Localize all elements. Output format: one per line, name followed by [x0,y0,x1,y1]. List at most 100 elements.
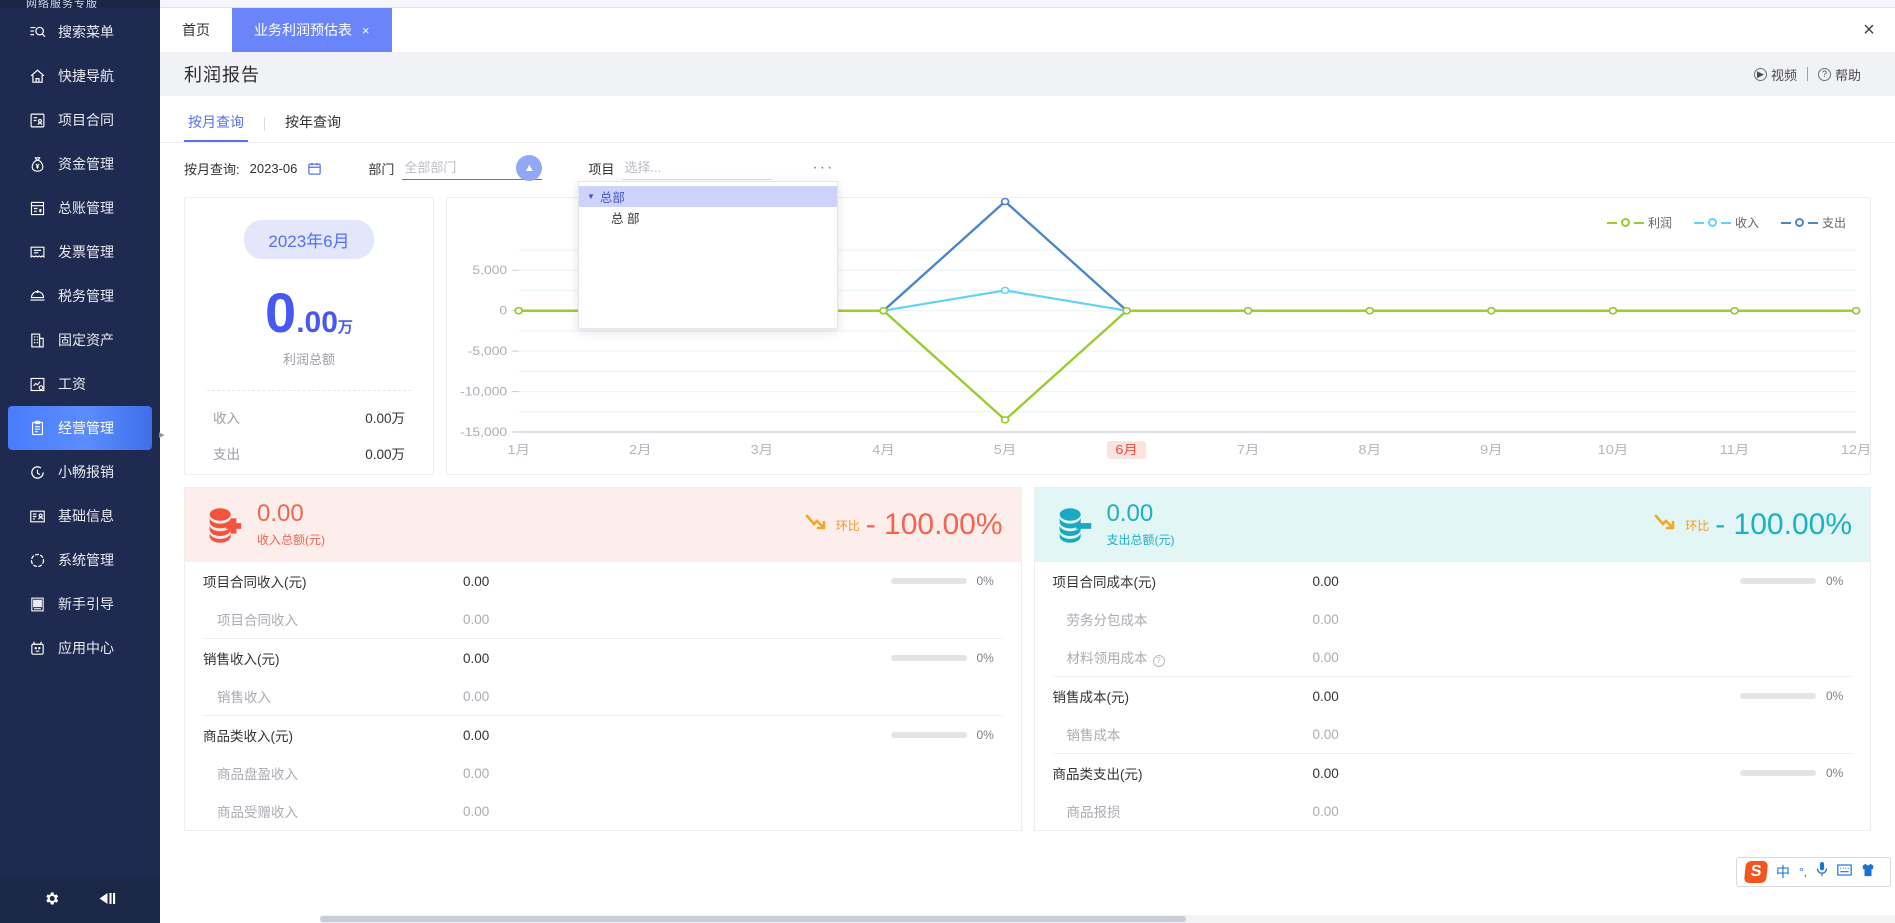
row-value: 0.00 [1312,573,1339,589]
gear-icon[interactable] [43,890,60,912]
scrollbar-thumb[interactable] [320,916,1187,922]
contract-icon [28,111,46,129]
sidebar-item-7[interactable]: 税务管理 [8,274,152,318]
expense-compare-value: - 100.00% [1715,508,1852,541]
revenue-compare: 环比 - 100.00% [804,508,1003,542]
summary-expense-value: 0.00万 [365,447,405,462]
month-filter-value[interactable]: 2023-06 [249,160,298,176]
ime-punct-icon[interactable]: °, [1799,865,1808,879]
filter-bar: 按月查询: 2023-06 部门 ▲ 项目 ··· [160,143,1895,329]
page-header: 利润报告 ▶ 视频 ? 帮助 [160,52,1895,96]
tab-2[interactable]: 业务利润预估表 × [232,8,392,52]
profit-total-label: 利润总额 [282,352,335,367]
window-close-button[interactable]: × [1843,8,1895,52]
query-tabs-underline [160,142,1895,143]
table-row[interactable]: 商品类支出(元) 0.00 0% [1035,754,1871,792]
svg-text:7月: 7月 [1237,443,1259,457]
row-value: 0.00 [463,688,490,704]
help-button[interactable]: ? 帮助 [1808,65,1871,84]
query-tabs: 按月查询 按年查询 [160,96,1895,142]
department-input[interactable] [402,156,543,180]
sidebar-item-9[interactable]: 工资 [8,362,152,406]
progress-bar [890,655,967,661]
row-name: 商品类收入(元) [203,729,293,744]
main-area: 首页 业务利润预估表 × × 利润报告 ▶ 视频 ? 帮助 按月查询 [160,0,1895,923]
table-row[interactable]: 销售成本 0.00 [1035,715,1871,753]
table-row[interactable]: 销售成本(元) 0.00 0% [1035,677,1871,715]
summary-income-value: 0.00万 [365,411,405,426]
row-progress: 0% [1740,766,1852,780]
legend-line [1606,221,1617,224]
clipboard-icon [28,419,46,437]
revenue-total-label: 收入总额(元) [257,533,325,547]
sidebar-item-15[interactable]: 应用中心 [8,626,152,670]
sidebar-item-3[interactable]: 项目合同 [8,98,152,142]
table-row[interactable]: 劳务分包成本 0.00 [1035,600,1871,638]
video-button[interactable]: ▶ 视频 [1744,65,1807,84]
table-row[interactable]: 商品类收入(元) 0.00 0% [185,716,1021,754]
sidebar-item-14[interactable]: 新手引导 [8,582,152,626]
mic-icon[interactable] [1816,862,1828,882]
close-icon[interactable]: × [362,22,370,38]
ellipsis-icon[interactable]: ··· [812,159,835,176]
legend-item-3[interactable]: 支出 [1780,214,1846,231]
table-row[interactable]: 商品受赠收入 0.00 [185,792,1021,830]
skin-icon[interactable] [1861,863,1875,882]
invoice-icon [28,243,46,261]
ime-lang-icon[interactable]: 中 [1776,864,1790,880]
sidebar-item-1[interactable]: 搜索菜单 [8,10,152,54]
legend-item-1[interactable]: 利润 [1606,214,1672,231]
chevron-up-icon[interactable]: ▲ [516,155,543,181]
horizontal-scrollbar[interactable] [320,915,1895,923]
row-value: 0.00 [463,650,490,666]
tab-list: 首页 业务利润预估表 × [160,8,392,52]
sidebar-collapse-handle[interactable]: ▸ [159,429,165,441]
row-value: 0.00 [1312,649,1339,665]
top-strip [160,0,1895,8]
row-percent: 0% [976,651,994,665]
table-row[interactable]: 项目合同收入 0.00 [185,600,1021,638]
table-row[interactable]: 材料领用成本? 0.00 [1035,638,1871,676]
sidebar-item-13[interactable]: 系统管理 [8,538,152,582]
legend-label: 支出 [1821,216,1846,230]
dropdown-item-child[interactable]: 总 部 [611,212,640,226]
header-divider [1806,67,1808,81]
project-input[interactable] [622,156,773,180]
table-row[interactable]: 项目合同成本(元) 0.00 0% [1035,562,1871,600]
sidebar-item-4[interactable]: 资金管理 [8,142,152,186]
table-row[interactable]: 商品报损 0.00 [1035,792,1871,830]
sidebar-item-2[interactable]: 快捷导航 [8,54,152,98]
table-row[interactable]: 项目合同收入(元) 0.00 0% [185,562,1021,600]
svg-text:-15,000: -15,000 [460,425,507,439]
legend-dot [1794,218,1804,227]
tab-monthly-query[interactable]: 按月查询 [184,106,248,142]
ledger-icon [28,199,46,217]
sidebar-item-8[interactable]: 固定资产 [8,318,152,362]
sidebar-item-5[interactable]: 总账管理 [8,186,152,230]
table-row[interactable]: 销售收入 0.00 [185,677,1021,715]
sidebar-item-10[interactable]: 经营管理 [8,406,152,450]
table-row[interactable]: 销售收入(元) 0.00 0% [185,639,1021,677]
sidebar-item-6[interactable]: 发票管理 [8,230,152,274]
ime-toolbar[interactable]: S 中 °, [1736,857,1891,887]
legend-line [1720,221,1731,224]
question-circle-icon[interactable]: ? [1152,654,1165,667]
tab-yearly-query[interactable]: 按年查询 [285,114,341,130]
sogou-logo-icon[interactable]: S [1743,861,1769,883]
row-name: 商品盘盈收入 [217,767,298,782]
keyboard-icon[interactable] [1837,863,1852,881]
tab-1[interactable]: 首页 [160,8,232,52]
sidebar-item-11[interactable]: 小畅报销 [8,450,152,494]
legend-item-2[interactable]: 收入 [1693,214,1759,231]
chevron-down-icon[interactable]: ▼ [587,192,595,201]
row-value: 0.00 [463,765,490,781]
table-row[interactable]: 商品盘盈收入 0.00 [185,754,1021,792]
calendar-icon[interactable] [307,161,322,176]
chart-row: 2023年6月 0.00万 利润总额 收入 0.00万 支出 0.00万 [160,195,1895,475]
sidebar-item-12[interactable]: 基础信息 [8,494,152,538]
svg-text:11月: 11月 [1720,443,1749,457]
svg-text:5,000: 5,000 [472,263,507,277]
dropdown-item-root[interactable]: ▼ 总部 [579,186,837,207]
row-value: 0.00 [463,727,490,743]
collapse-icon[interactable] [98,891,117,911]
